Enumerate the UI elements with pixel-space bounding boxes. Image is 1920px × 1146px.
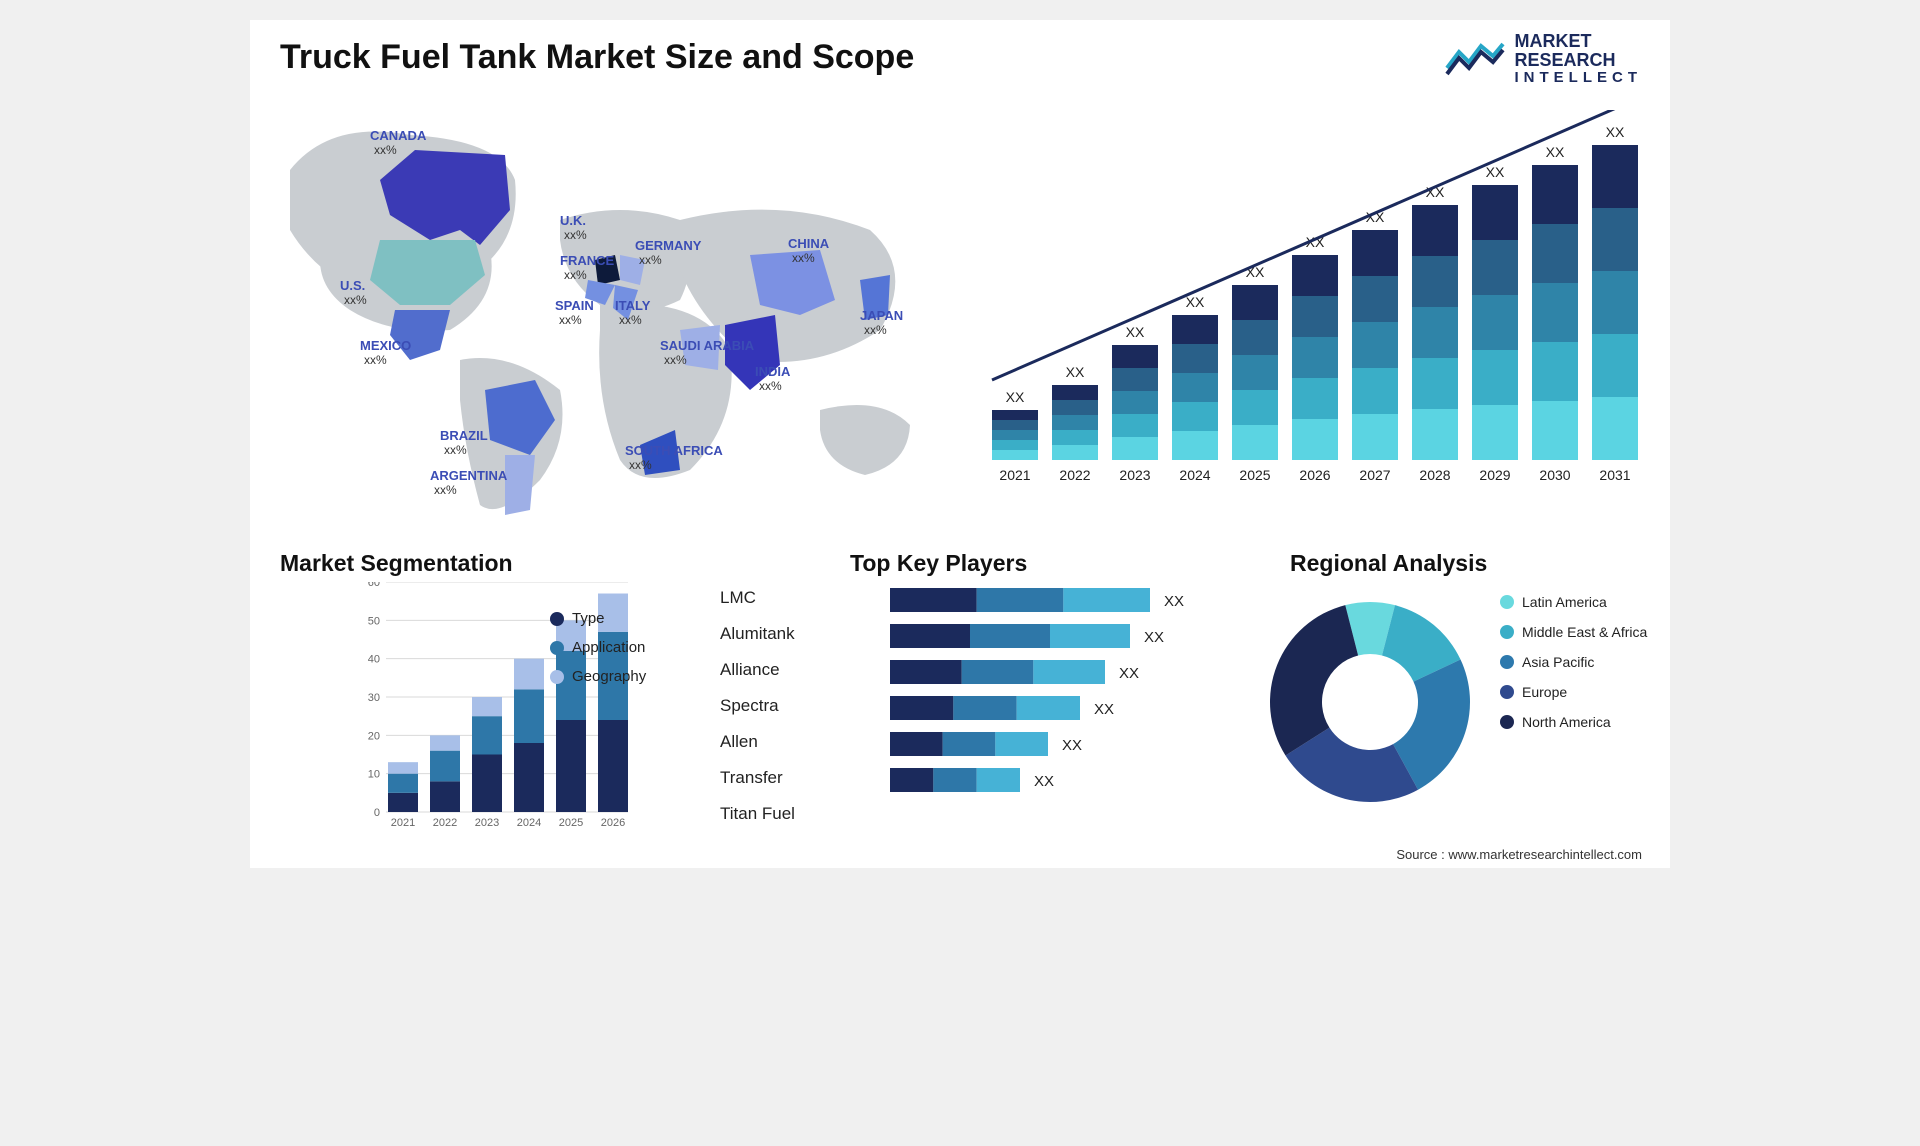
svg-text:10: 10 <box>368 769 380 781</box>
svg-text:xx%: xx% <box>792 251 815 265</box>
legend-item: Asia Pacific <box>1500 654 1647 670</box>
svg-text:2025: 2025 <box>1239 467 1270 483</box>
logo-text: MARKET RESEARCH INTELLECT <box>1515 32 1643 86</box>
svg-text:2022: 2022 <box>1059 467 1090 483</box>
svg-text:XX: XX <box>1094 701 1114 718</box>
map-country-label: JAPAN <box>860 308 903 323</box>
svg-text:XX: XX <box>1164 593 1184 610</box>
svg-text:2026: 2026 <box>1299 467 1330 483</box>
regional-legend: Latin America Middle East & Africa Asia Pa… <box>1500 594 1647 744</box>
map-country-label: GERMANY <box>635 238 702 253</box>
svg-text:XX: XX <box>1486 164 1505 180</box>
svg-text:2023: 2023 <box>1119 467 1150 483</box>
map-country-label: U.S. <box>340 278 365 293</box>
segmentation-title: Market Segmentation <box>280 550 513 577</box>
player-name: Transfer <box>720 760 795 796</box>
svg-text:xx%: xx% <box>639 253 662 267</box>
svg-text:2028: 2028 <box>1419 467 1450 483</box>
svg-text:60: 60 <box>368 582 380 589</box>
svg-text:xx%: xx% <box>374 143 397 157</box>
svg-text:xx%: xx% <box>564 228 587 242</box>
map-country-label: INDIA <box>755 364 791 379</box>
svg-text:XX: XX <box>1186 294 1205 310</box>
svg-text:xx%: xx% <box>434 483 457 497</box>
svg-text:0: 0 <box>374 807 380 819</box>
svg-text:xx%: xx% <box>344 293 367 307</box>
player-name: Spectra <box>720 688 795 724</box>
growth-chart: 2021 XX 2022 XX 2023 XX 2024 XX 2025 XX 2026 XX 2027… <box>962 110 1642 490</box>
legend-item: Europe <box>1500 684 1647 700</box>
svg-text:XX: XX <box>1006 389 1025 405</box>
legend-item: Middle East & Africa <box>1500 624 1647 640</box>
svg-text:xx%: xx% <box>444 443 467 457</box>
legend-item: Geography <box>550 668 646 685</box>
svg-text:2022: 2022 <box>433 817 457 829</box>
svg-text:30: 30 <box>368 692 380 704</box>
player-name: Alliance <box>720 652 795 688</box>
player-name: Alumitank <box>720 616 795 652</box>
page-title: Truck Fuel Tank Market Size and Scope <box>280 38 914 77</box>
svg-text:20: 20 <box>368 730 380 742</box>
svg-text:2027: 2027 <box>1359 467 1390 483</box>
svg-text:2031: 2031 <box>1599 467 1630 483</box>
regional-title: Regional Analysis <box>1290 550 1487 577</box>
svg-text:xx%: xx% <box>559 313 582 327</box>
svg-text:2025: 2025 <box>559 817 583 829</box>
player-name: Allen <box>720 724 795 760</box>
svg-text:XX: XX <box>1119 665 1139 682</box>
svg-text:2024: 2024 <box>1179 467 1210 483</box>
svg-text:xx%: xx% <box>759 379 782 393</box>
svg-text:2029: 2029 <box>1479 467 1510 483</box>
svg-text:XX: XX <box>1144 629 1164 646</box>
svg-text:XX: XX <box>1034 773 1054 790</box>
svg-text:2021: 2021 <box>999 467 1030 483</box>
svg-text:50: 50 <box>368 615 380 627</box>
map-country-label: CHINA <box>788 236 830 251</box>
svg-text:xx%: xx% <box>364 353 387 367</box>
players-title: Top Key Players <box>850 550 1027 577</box>
svg-text:XX: XX <box>1062 737 1082 754</box>
legend-item: Latin America <box>1500 594 1647 610</box>
svg-text:XX: XX <box>1066 364 1085 380</box>
svg-text:xx%: xx% <box>564 268 587 282</box>
svg-text:XX: XX <box>1606 124 1625 140</box>
svg-text:40: 40 <box>368 654 380 666</box>
map-country-label: SOUTH AFRICA <box>625 443 723 458</box>
players-chart: XX XX XX XX XX XX <box>890 588 1220 838</box>
map-country-label: SPAIN <box>555 298 594 313</box>
svg-text:xx%: xx% <box>619 313 642 327</box>
legend-item: Application <box>550 639 646 656</box>
map-country-label: ARGENTINA <box>430 468 508 483</box>
brand-logo: MARKET RESEARCH INTELLECT <box>1445 32 1643 86</box>
source-text: Source : www.marketresearchintellect.com <box>1396 847 1642 862</box>
svg-text:2024: 2024 <box>517 817 541 829</box>
world-map: CANADAxx%U.S.xx%MEXICOxx%BRAZILxx%ARGENT… <box>280 110 920 520</box>
segmentation-legend: Type Application Geography <box>550 610 646 697</box>
logo-mark-icon <box>1445 40 1505 78</box>
map-country-label: FRANCE <box>560 253 614 268</box>
legend-item: Type <box>550 610 646 627</box>
players-names: LMCAlumitankAllianceSpectraAllenTransfer… <box>720 580 795 832</box>
svg-text:2026: 2026 <box>601 817 625 829</box>
svg-text:XX: XX <box>1126 324 1145 340</box>
player-name: Titan Fuel <box>720 796 795 832</box>
svg-text:2021: 2021 <box>391 817 415 829</box>
legend-item: North America <box>1500 714 1647 730</box>
map-country-label: BRAZIL <box>440 428 488 443</box>
map-country-label: MEXICO <box>360 338 411 353</box>
svg-text:2030: 2030 <box>1539 467 1570 483</box>
map-country-label: SAUDI ARABIA <box>660 338 755 353</box>
regional-chart <box>1250 582 1490 822</box>
map-country-label: U.K. <box>560 213 586 228</box>
svg-text:XX: XX <box>1546 144 1565 160</box>
svg-text:xx%: xx% <box>864 323 887 337</box>
map-country-label: CANADA <box>370 128 427 143</box>
svg-text:xx%: xx% <box>664 353 687 367</box>
svg-text:2023: 2023 <box>475 817 499 829</box>
infographic-page: Truck Fuel Tank Market Size and Scope MA… <box>250 20 1670 868</box>
map-country-label: ITALY <box>615 298 651 313</box>
player-name: LMC <box>720 580 795 616</box>
svg-text:xx%: xx% <box>629 458 652 472</box>
